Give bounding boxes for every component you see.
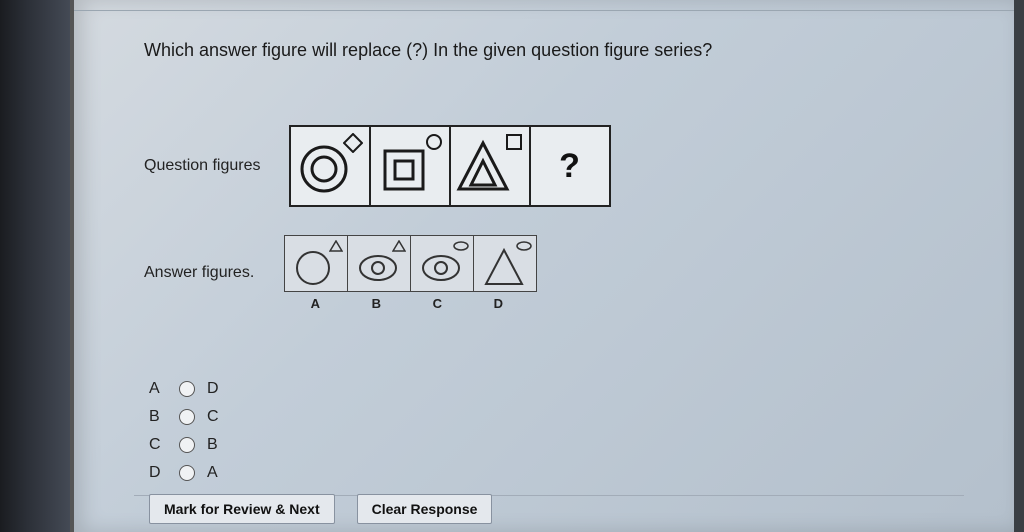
diamond-icon [343, 133, 363, 153]
option-a[interactable]: A D [149, 375, 219, 403]
answer-label-a: A [284, 296, 346, 311]
answer-figures-label: Answer figures. [144, 264, 254, 282]
option-c[interactable]: C B [149, 431, 219, 459]
answer-figure-b [347, 235, 411, 292]
answer-label-b: B [345, 296, 407, 311]
ellipse-icon [516, 241, 532, 251]
radio-icon[interactable] [179, 409, 195, 425]
triangle-icon [392, 240, 406, 252]
triangle-icon [329, 240, 343, 252]
question-text: Which answer figure will replace (?) In … [144, 40, 712, 61]
ellipse-icon [453, 241, 469, 251]
question-figure-3 [449, 125, 531, 207]
question-mark-icon: ? [559, 147, 580, 186]
option-letter: C [149, 436, 167, 454]
question-figure-1 [289, 125, 371, 207]
mark-for-review-button[interactable]: Mark for Review & Next [149, 494, 335, 524]
option-letter: A [149, 380, 167, 398]
question-figures-label: Question figures [144, 157, 261, 175]
answer-figure-d [473, 235, 537, 292]
option-value: B [207, 436, 218, 454]
monitor-bezel [0, 0, 70, 532]
circle-icon [425, 133, 443, 151]
option-letter: B [149, 408, 167, 426]
options-list: A D B C C B D A [149, 375, 219, 487]
action-bar: Mark for Review & Next Clear Response [149, 494, 492, 524]
clear-response-button[interactable]: Clear Response [357, 494, 493, 524]
answer-label-c: C [406, 296, 468, 311]
radio-icon[interactable] [179, 437, 195, 453]
answer-figure-labels: A B C D [284, 296, 537, 311]
answer-figure-a [284, 235, 348, 292]
radio-icon[interactable] [179, 465, 195, 481]
question-figures-row: Question figures [144, 125, 611, 207]
option-b[interactable]: B C [149, 403, 219, 431]
panel-top-border [74, 10, 1014, 11]
answer-figure-set [284, 235, 537, 292]
option-d[interactable]: D A [149, 459, 219, 487]
option-letter: D [149, 464, 167, 482]
option-value: C [207, 408, 219, 426]
question-figure-set: ? [289, 125, 611, 207]
question-figure-4: ? [529, 125, 611, 207]
quiz-panel: Which answer figure will replace (?) In … [70, 0, 1014, 532]
option-value: A [207, 464, 218, 482]
answer-figure-c [410, 235, 474, 292]
answer-figure-container: A B C D [284, 235, 537, 311]
square-icon [505, 133, 523, 151]
answer-figures-row: Answer figures. [144, 235, 537, 311]
option-value: D [207, 380, 219, 398]
answer-label-d: D [467, 296, 529, 311]
radio-icon[interactable] [179, 381, 195, 397]
question-figure-2 [369, 125, 451, 207]
